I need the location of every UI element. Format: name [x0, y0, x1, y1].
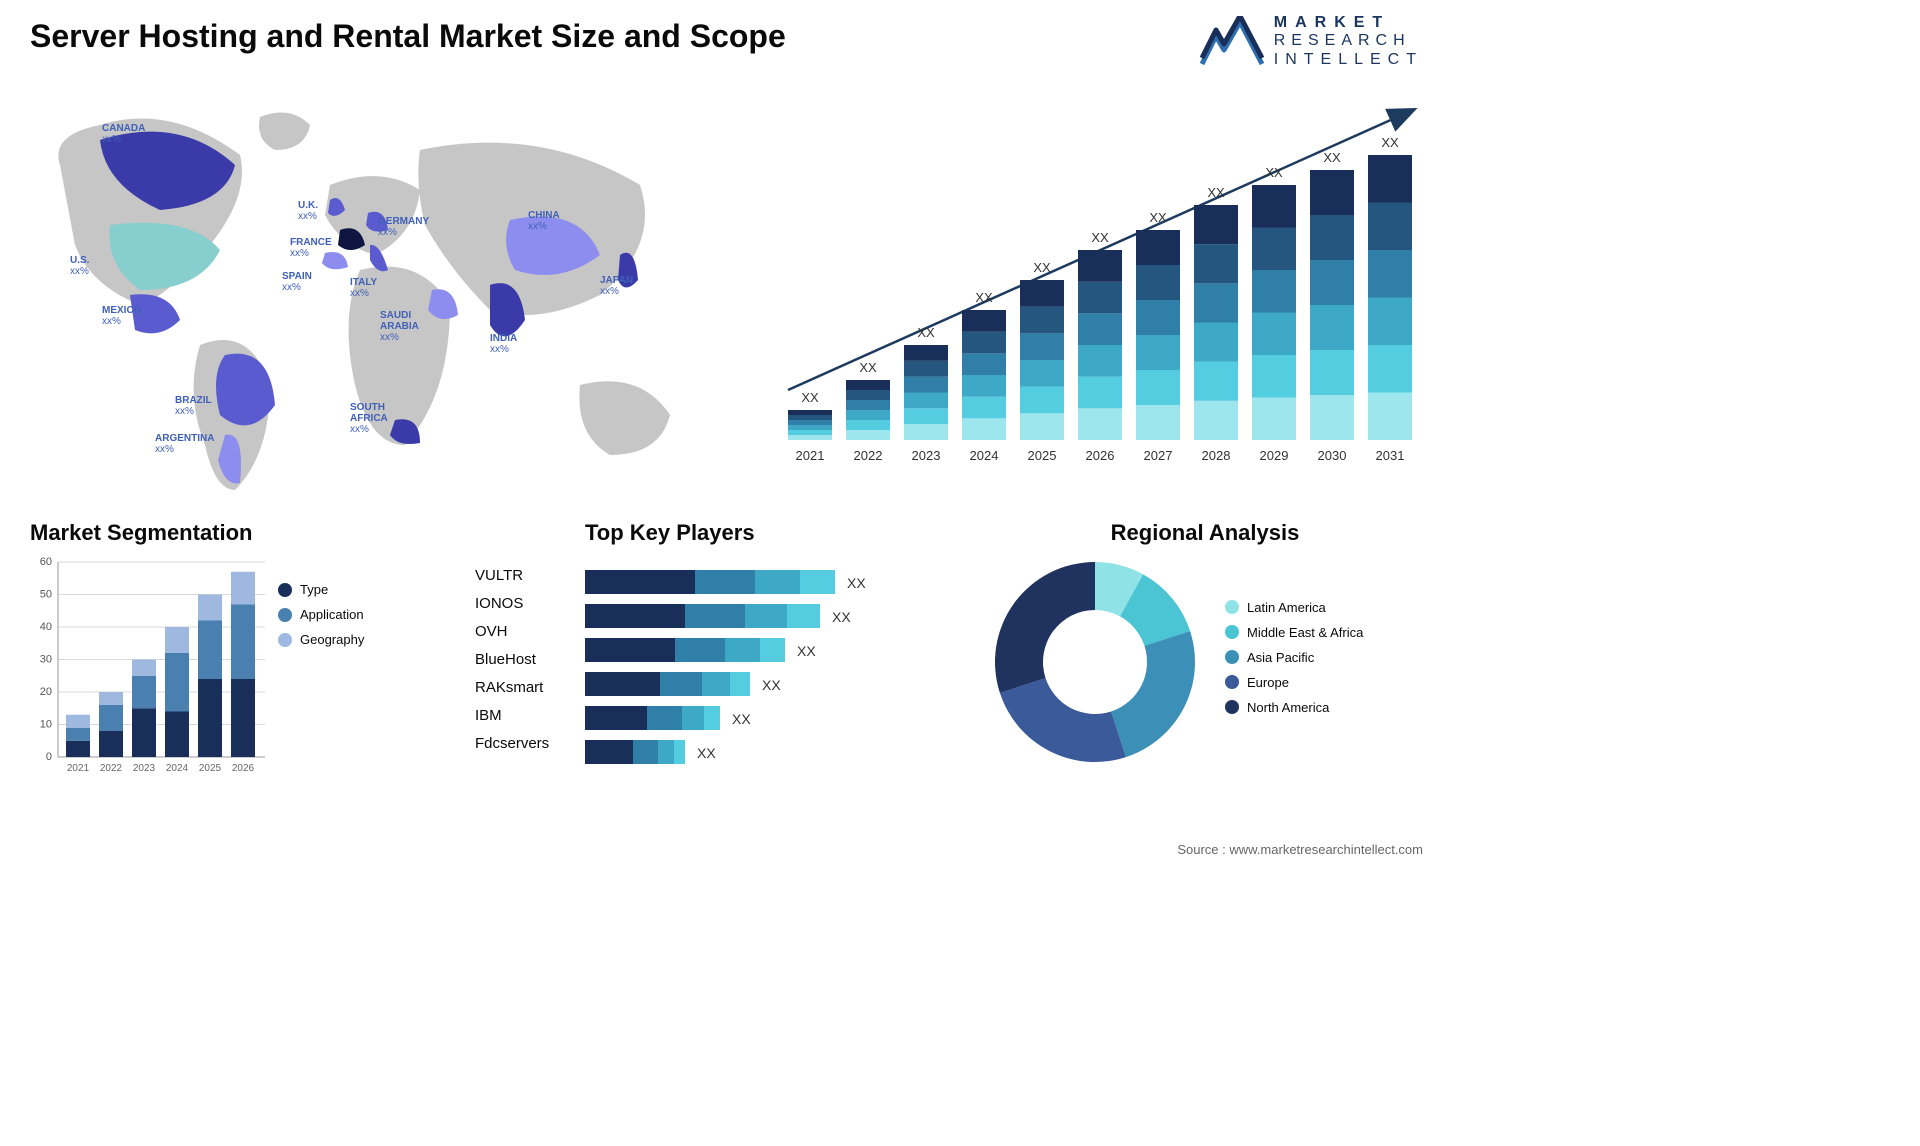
legend-item: Asia Pacific [1225, 650, 1363, 665]
page-title: Server Hosting and Rental Market Size an… [30, 18, 786, 55]
svg-text:XX: XX [859, 360, 877, 375]
legend-item: Europe [1225, 675, 1363, 690]
svg-text:XX: XX [1149, 210, 1167, 225]
svg-text:XX: XX [917, 325, 935, 340]
segmentation-title: Market Segmentation [30, 520, 460, 546]
svg-text:2026: 2026 [1086, 448, 1115, 463]
svg-text:2026: 2026 [232, 763, 255, 774]
vendor-list: VULTRIONOSOVHBlueHostRAKsmartIBMFdcserve… [475, 562, 549, 758]
map-label: CANADAxx% [102, 123, 145, 145]
brand-logo: MARKET RESEARCH INTELLECT [1200, 14, 1423, 69]
svg-text:XX: XX [1033, 260, 1051, 275]
vendor-name: OVH [475, 618, 549, 646]
map-label: BRAZILxx% [175, 395, 212, 417]
map-label: U.S.xx% [70, 255, 89, 277]
svg-text:XX: XX [1381, 135, 1399, 150]
svg-text:2029: 2029 [1260, 448, 1289, 463]
map-label: SPAINxx% [282, 271, 312, 293]
legend-item: Application [278, 607, 364, 622]
svg-text:2030: 2030 [1318, 448, 1347, 463]
svg-text:20: 20 [40, 686, 52, 698]
svg-text:XX: XX [801, 390, 819, 405]
map-label: FRANCExx% [290, 237, 332, 259]
svg-text:2021: 2021 [67, 763, 90, 774]
map-label: U.K.xx% [298, 200, 318, 222]
map-label: INDIAxx% [490, 333, 517, 355]
svg-text:2021: 2021 [796, 448, 825, 463]
svg-text:40: 40 [40, 621, 52, 633]
source-attribution: Source : www.marketresearchintellect.com [1177, 842, 1423, 857]
svg-text:2025: 2025 [199, 763, 222, 774]
vendor-name: IONOS [475, 590, 549, 618]
svg-text:2022: 2022 [100, 763, 123, 774]
legend-item: Type [278, 582, 364, 597]
legend-item: Geography [278, 632, 364, 647]
svg-text:XX: XX [797, 643, 816, 659]
map-label: GERMANYxx% [378, 216, 429, 238]
map-label: CHINAxx% [528, 210, 560, 232]
svg-text:50: 50 [40, 589, 52, 601]
legend-item: North America [1225, 700, 1363, 715]
regional-title: Regional Analysis [985, 520, 1425, 546]
svg-text:XX: XX [1265, 165, 1283, 180]
vendor-name: VULTR [475, 562, 549, 590]
svg-text:XX: XX [832, 609, 851, 625]
logo-line1: MARKET [1274, 14, 1423, 32]
logo-icon [1200, 16, 1264, 68]
vendor-name: Fdcservers [475, 730, 549, 758]
vendor-name: RAKsmart [475, 674, 549, 702]
segmentation-legend: Type Application Geography [278, 552, 364, 782]
logo-line2: RESEARCH [1274, 32, 1423, 50]
svg-text:2027: 2027 [1144, 448, 1173, 463]
svg-text:XX: XX [1091, 230, 1109, 245]
svg-text:XX: XX [732, 711, 751, 727]
map-label: JAPANxx% [600, 275, 633, 297]
key-players-chart: XX XX XX XX XX XX [585, 552, 915, 787]
segmentation-chart: 0 10 20 30 40 50 60 2021 2022 2023 2024 2025 2026 [30, 552, 270, 782]
svg-text:2023: 2023 [133, 763, 156, 774]
regional-block: Regional Analysis Latin America Middle Ea… [985, 520, 1425, 772]
regional-donut-chart [985, 552, 1205, 772]
svg-text:XX: XX [847, 575, 866, 591]
map-label: SOUTHAFRICAxx% [350, 402, 388, 435]
map-label: MEXICOxx% [102, 305, 141, 327]
svg-text:2031: 2031 [1376, 448, 1405, 463]
svg-text:XX: XX [975, 290, 993, 305]
svg-text:2028: 2028 [1202, 448, 1231, 463]
legend-item: Middle East & Africa [1225, 625, 1363, 640]
svg-text:0: 0 [46, 751, 52, 763]
svg-text:XX: XX [697, 745, 716, 761]
vendor-name: IBM [475, 702, 549, 730]
svg-text:XX: XX [762, 677, 781, 693]
key-players-block: VULTRIONOSOVHBlueHostRAKsmartIBMFdcserve… [475, 520, 965, 792]
svg-text:2024: 2024 [166, 763, 189, 774]
map-label: ARGENTINAxx% [155, 433, 214, 455]
svg-text:2023: 2023 [912, 448, 941, 463]
main-forecast-chart: XX 2021 XX 2022 XX 2023 XX 2024 XX 2025 XX 2026 XX 20… [773, 100, 1423, 480]
map-label: SAUDIARABIAxx% [380, 310, 419, 343]
svg-text:2024: 2024 [970, 448, 999, 463]
key-players-title: Top Key Players [585, 520, 965, 546]
segmentation-block: Market Segmentation 0 10 20 30 40 50 60 2021 202… [30, 520, 460, 782]
logo-line3: INTELLECT [1274, 51, 1423, 69]
svg-text:10: 10 [40, 719, 52, 731]
svg-text:2025: 2025 [1028, 448, 1057, 463]
svg-text:XX: XX [1323, 150, 1341, 165]
svg-text:60: 60 [40, 556, 52, 568]
svg-text:XX: XX [1207, 185, 1225, 200]
svg-text:2022: 2022 [854, 448, 883, 463]
legend-item: Latin America [1225, 600, 1363, 615]
regional-legend: Latin America Middle East & Africa Asia Pa… [1225, 600, 1363, 725]
vendor-name: BlueHost [475, 646, 549, 674]
map-label: ITALYxx% [350, 277, 377, 299]
svg-text:30: 30 [40, 654, 52, 666]
world-map: CANADAxx% U.S.xx% MEXICOxx% BRAZILxx% ARGENT… [20, 95, 720, 495]
